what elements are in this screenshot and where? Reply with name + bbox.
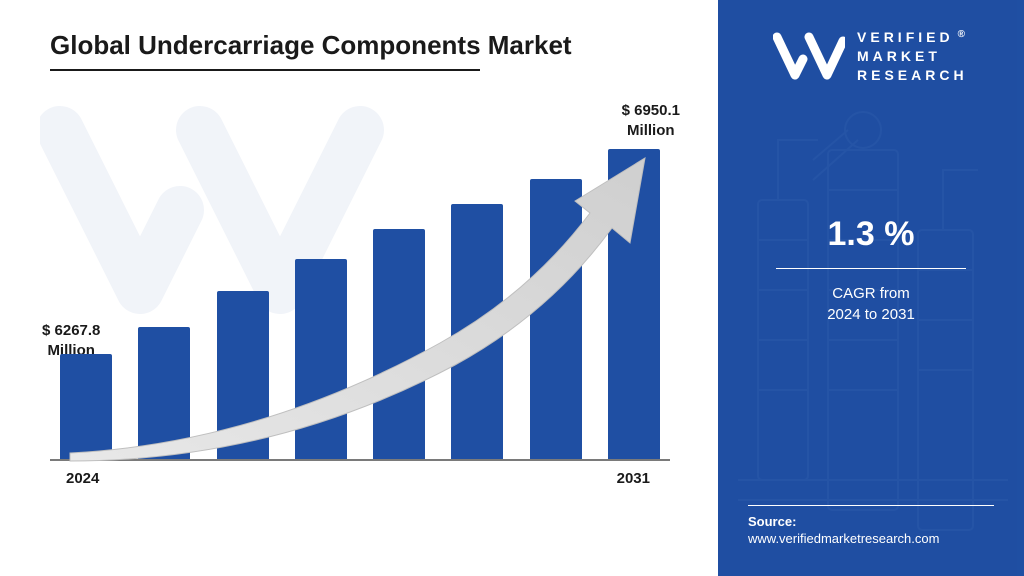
x-end-label: 2031 (617, 470, 650, 487)
logo-text: VERIFIED ® MARKET RESEARCH (857, 28, 969, 85)
registered-icon: ® (958, 29, 969, 40)
bar (451, 204, 503, 459)
cagr-caption-line1: CAGR from (832, 285, 910, 302)
bar (60, 354, 112, 459)
bars-group (50, 141, 670, 461)
chart-title: Global Undercarriage Components Market (50, 30, 688, 61)
cagr-divider (776, 268, 966, 270)
right-panel: VERIFIED ® MARKET RESEARCH 1.3 % CAGR fro… (718, 0, 1024, 576)
x-axis-labels: 2024 2031 (50, 470, 670, 487)
title-underline (50, 69, 480, 71)
left-panel: Global Undercarriage Components Market $… (0, 0, 718, 576)
source-url: www.verifiedmarketresearch.com (748, 531, 994, 546)
source-label: Source: (748, 514, 994, 529)
brand-logo: VERIFIED ® MARKET RESEARCH (773, 28, 969, 85)
bar (530, 179, 582, 459)
bar (295, 259, 347, 459)
x-start-label: 2024 (66, 470, 99, 487)
end-unit: Million (622, 121, 680, 141)
logo-mark-icon (773, 31, 845, 81)
cagr-value: 1.3 % (776, 215, 966, 254)
source-block: Source: www.verifiedmarketresearch.com (748, 505, 994, 547)
bar-chart: $ 6267.8 Million $ 6950.1 Million 2024 (50, 111, 670, 491)
cagr-block: 1.3 % CAGR from 2024 to 2031 (776, 215, 966, 326)
logo-line1: VERIFIED (857, 29, 954, 45)
bar (373, 229, 425, 459)
bar (217, 291, 269, 459)
bar (608, 149, 660, 459)
logo-line3: RESEARCH (857, 66, 969, 85)
infographic-container: Global Undercarriage Components Market $… (0, 0, 1024, 576)
bar (138, 327, 190, 459)
source-divider (748, 505, 994, 507)
cagr-caption: CAGR from 2024 to 2031 (776, 283, 966, 325)
cagr-caption-line2: 2024 to 2031 (827, 306, 915, 323)
end-value: $ 6950.1 (622, 101, 680, 121)
logo-line2: MARKET (857, 47, 969, 66)
end-value-label: $ 6950.1 Million (622, 101, 680, 140)
